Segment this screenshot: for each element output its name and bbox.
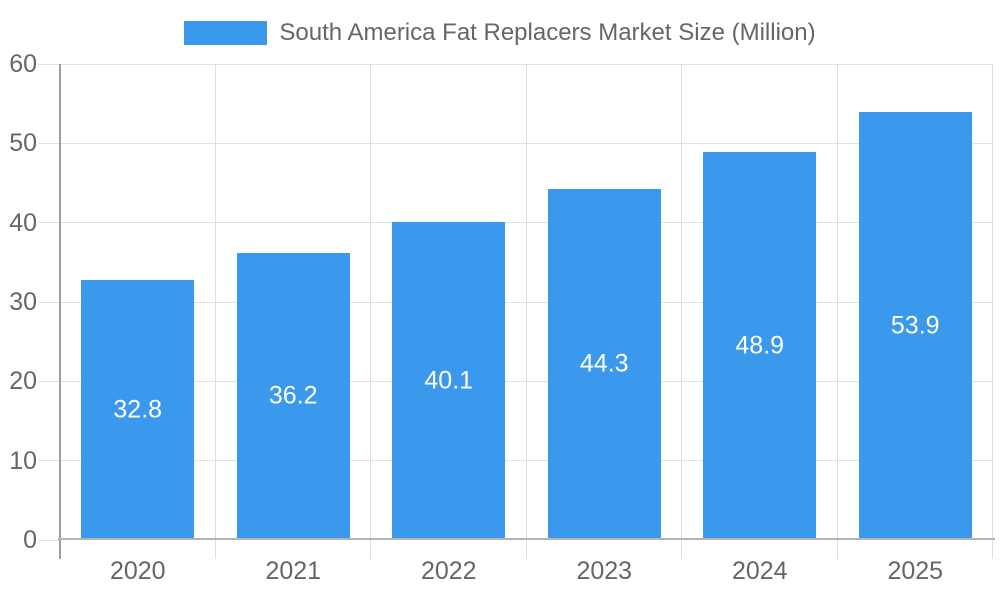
gridline-x — [370, 64, 371, 540]
bar-2023[interactable]: 44.3 — [547, 188, 661, 540]
x-tick-mark — [836, 540, 838, 559]
legend: South America Fat Replacers Market Size … — [0, 19, 1000, 47]
gridline-y — [60, 460, 993, 462]
bar-2025[interactable]: 53.9 — [858, 112, 972, 540]
gridline-x — [681, 64, 682, 540]
x-axis-line — [58, 538, 995, 540]
y-tick-mark — [38, 301, 60, 303]
bar-2024[interactable]: 48.9 — [703, 152, 817, 540]
x-tick-mark — [525, 540, 527, 559]
x-tick-label: 2021 — [265, 557, 322, 585]
y-tick-label: 60 — [9, 50, 37, 78]
bar-value-label: 40.1 — [424, 366, 474, 395]
bar-value-label: 32.8 — [113, 395, 163, 424]
y-tick-mark — [38, 460, 60, 462]
y-tick-mark — [38, 380, 60, 382]
y-tick-label: 20 — [9, 367, 37, 396]
gridline-y — [60, 63, 993, 65]
x-tick-mark — [992, 540, 993, 559]
y-axis-labels: 0 10 20 30 40 50 60 — [0, 50, 37, 554]
y-axis-line — [59, 64, 61, 540]
bar-2022[interactable]: 40.1 — [392, 221, 506, 540]
bar-2020[interactable]: 32.8 — [81, 279, 195, 540]
bar-2021[interactable]: 36.2 — [236, 252, 350, 540]
gridline-x — [836, 64, 838, 540]
x-axis-labels: 2020 2021 2022 2023 2024 2025 — [60, 556, 993, 588]
y-tick-mark — [38, 222, 60, 224]
bar-value-label: 36.2 — [268, 381, 318, 410]
bar-value-label: 48.9 — [735, 331, 785, 360]
y-tick-mark — [38, 539, 60, 541]
plot-area: 32.8 36.2 40.1 44.3 48.9 53.9 — [38, 63, 995, 559]
gridline-x — [992, 64, 993, 540]
bar-value-label: 53.9 — [890, 311, 940, 340]
x-tick-mark — [370, 540, 371, 559]
x-tick-mark — [681, 540, 682, 559]
y-tick-mark — [38, 142, 60, 144]
y-tick-label: 10 — [9, 446, 37, 475]
y-tick-label: 0 — [23, 526, 37, 554]
bar-value-label: 44.3 — [579, 349, 629, 378]
gridline-y — [60, 142, 993, 144]
y-tick-label: 50 — [9, 129, 37, 158]
y-tick-label: 40 — [9, 208, 37, 237]
gridline-x — [525, 64, 527, 540]
y-tick-mark — [38, 63, 60, 65]
x-tick-label: 2020 — [109, 557, 166, 585]
gridline-y — [60, 301, 993, 303]
x-tick-mark — [59, 540, 61, 559]
y-tick-label: 30 — [9, 288, 37, 316]
legend-item[interactable]: South America Fat Replacers Market Size … — [184, 19, 816, 47]
x-tick-label: 2023 — [576, 557, 633, 585]
legend-swatch-icon — [184, 21, 268, 45]
legend-label: South America Fat Replacers Market Size … — [279, 19, 816, 46]
x-tick-label: 2025 — [887, 557, 944, 585]
gridline-y — [60, 380, 993, 382]
x-tick-mark — [214, 540, 216, 559]
x-tick-label: 2022 — [420, 557, 477, 585]
gridline-x — [214, 64, 216, 540]
gridline-y — [60, 222, 993, 224]
x-tick-label: 2024 — [731, 557, 788, 585]
